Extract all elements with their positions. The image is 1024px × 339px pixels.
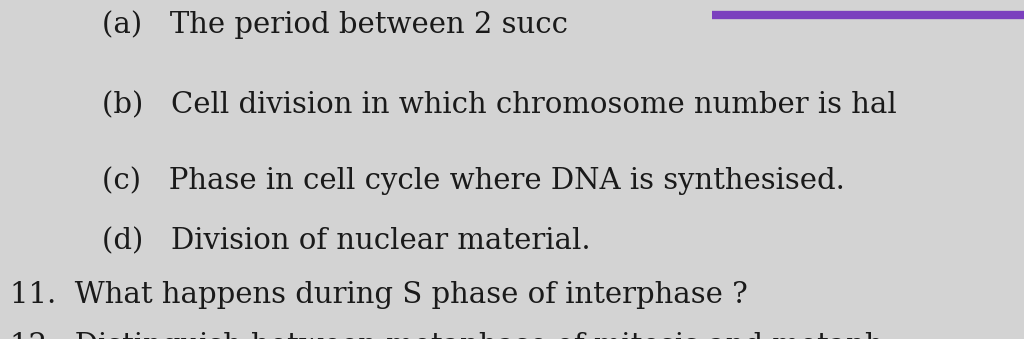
Text: (d)   Division of nuclear material.: (d) Division of nuclear material. — [102, 227, 591, 255]
Text: 12.  Distinguish between metaphase of mitosis and metaph: 12. Distinguish between metaphase of mit… — [10, 332, 884, 339]
Text: 11.  What happens during S phase of interphase ?: 11. What happens during S phase of inter… — [10, 281, 748, 310]
Text: (b)   Cell division in which chromosome number is hal: (b) Cell division in which chromosome nu… — [102, 92, 897, 120]
Text: (c)   Phase in cell cycle where DNA is synthesised.: (c) Phase in cell cycle where DNA is syn… — [102, 166, 845, 195]
Text: (a)   The period between 2 succ: (a) The period between 2 succ — [102, 10, 568, 39]
